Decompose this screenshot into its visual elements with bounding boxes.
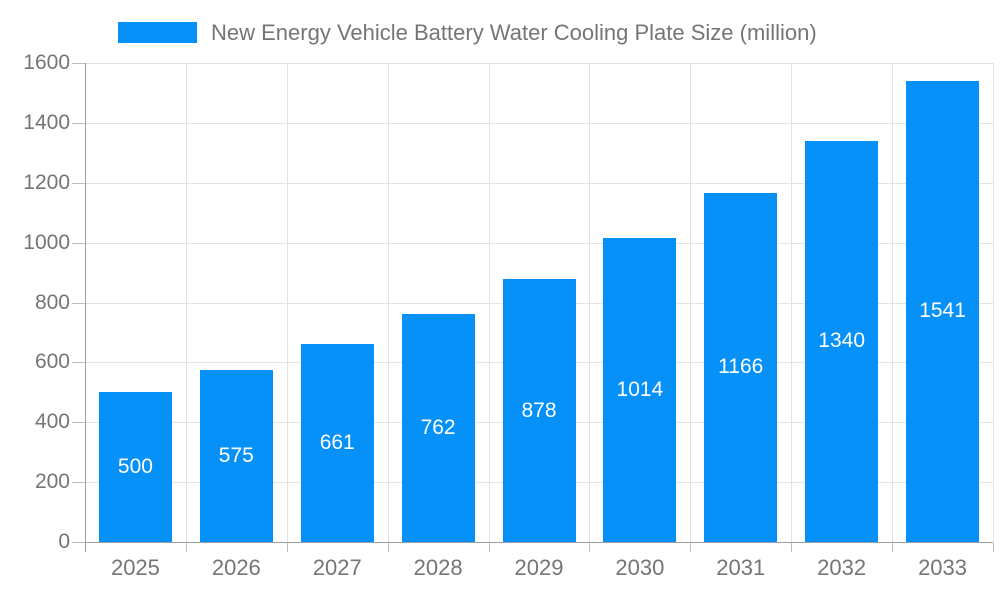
y-axis-line [85, 63, 86, 552]
bar: 1166 [704, 192, 778, 542]
v-gridline [791, 63, 793, 542]
bar-value-label: 878 [521, 398, 557, 422]
y-axis-tick [72, 482, 85, 484]
y-axis-tick [72, 422, 85, 424]
bar-value-label: 762 [420, 415, 456, 439]
y-axis-tick [72, 242, 85, 244]
x-tick-label: 2025 [110, 555, 160, 580]
x-tick-label: 2028 [413, 555, 463, 580]
bar: 1340 [805, 140, 879, 542]
legend: New Energy Vehicle Battery Water Cooling… [118, 21, 817, 44]
v-gridline [185, 63, 187, 542]
bar-value-label: 575 [218, 443, 254, 467]
v-gridline [993, 63, 994, 542]
v-gridline [690, 63, 692, 542]
x-axis-line [85, 542, 993, 543]
x-tick-label: 2027 [312, 555, 362, 580]
x-tick-label: 2029 [514, 555, 564, 580]
bar: 575 [199, 369, 273, 542]
y-tick-label: 400 [34, 410, 70, 434]
legend-swatch [118, 22, 197, 43]
x-axis-tick [791, 543, 793, 552]
x-tick-label: 2030 [615, 555, 665, 580]
y-axis-tick [72, 542, 85, 543]
bar-value-label: 1166 [718, 355, 764, 379]
bar: 762 [401, 313, 475, 542]
h-gridline [85, 122, 993, 124]
plot-area: 500 575 661 762 878 1014 1166 1340 1541 [85, 63, 994, 542]
bar: 661 [300, 344, 374, 542]
bar-value-label: 661 [319, 431, 355, 455]
x-axis-tick [488, 543, 490, 552]
y-axis-tick [72, 182, 85, 184]
x-tick-label: 2033 [918, 555, 968, 580]
y-tick-label: 1400 [23, 110, 70, 134]
y-axis-tick [72, 122, 85, 124]
bar: 1014 [603, 238, 677, 542]
y-tick-label: 1200 [23, 170, 70, 194]
bar-value-label: 1541 [919, 299, 966, 323]
v-gridline [488, 63, 490, 542]
h-gridline [85, 182, 993, 184]
y-axis-tick [72, 63, 85, 64]
x-axis-tick [892, 543, 894, 552]
y-tick-label: 0 [58, 530, 70, 553]
bar: 878 [502, 279, 576, 542]
x-tick-label: 2031 [716, 555, 766, 580]
x-axis-tick [690, 543, 692, 552]
bar-value-label: 500 [117, 455, 153, 479]
bar-value-label: 1340 [818, 329, 866, 353]
y-axis-tick [72, 362, 85, 364]
legend-label: New Energy Vehicle Battery Water Cooling… [211, 20, 817, 45]
h-gridline [85, 63, 993, 64]
v-gridline [892, 63, 894, 542]
x-tick-label: 2026 [211, 555, 261, 580]
bar-value-label: 1014 [616, 378, 664, 402]
x-axis-tick [387, 543, 389, 552]
bar: 1541 [906, 80, 980, 542]
x-axis-tick [185, 543, 187, 552]
h-gridline [85, 242, 993, 244]
bar: 500 [98, 392, 172, 542]
v-gridline [589, 63, 591, 542]
y-tick-label: 1000 [23, 230, 70, 254]
v-gridline [387, 63, 389, 542]
x-axis-tick [993, 543, 994, 552]
y-tick-label: 200 [34, 470, 70, 494]
y-tick-label: 1600 [23, 51, 70, 74]
x-axis-tick [589, 543, 591, 552]
y-tick-label: 800 [34, 290, 70, 314]
x-axis-tick [286, 543, 288, 552]
y-tick-label: 600 [34, 350, 70, 374]
y-axis-tick [72, 302, 85, 304]
v-gridline [286, 63, 288, 542]
x-tick-label: 2032 [817, 555, 867, 580]
